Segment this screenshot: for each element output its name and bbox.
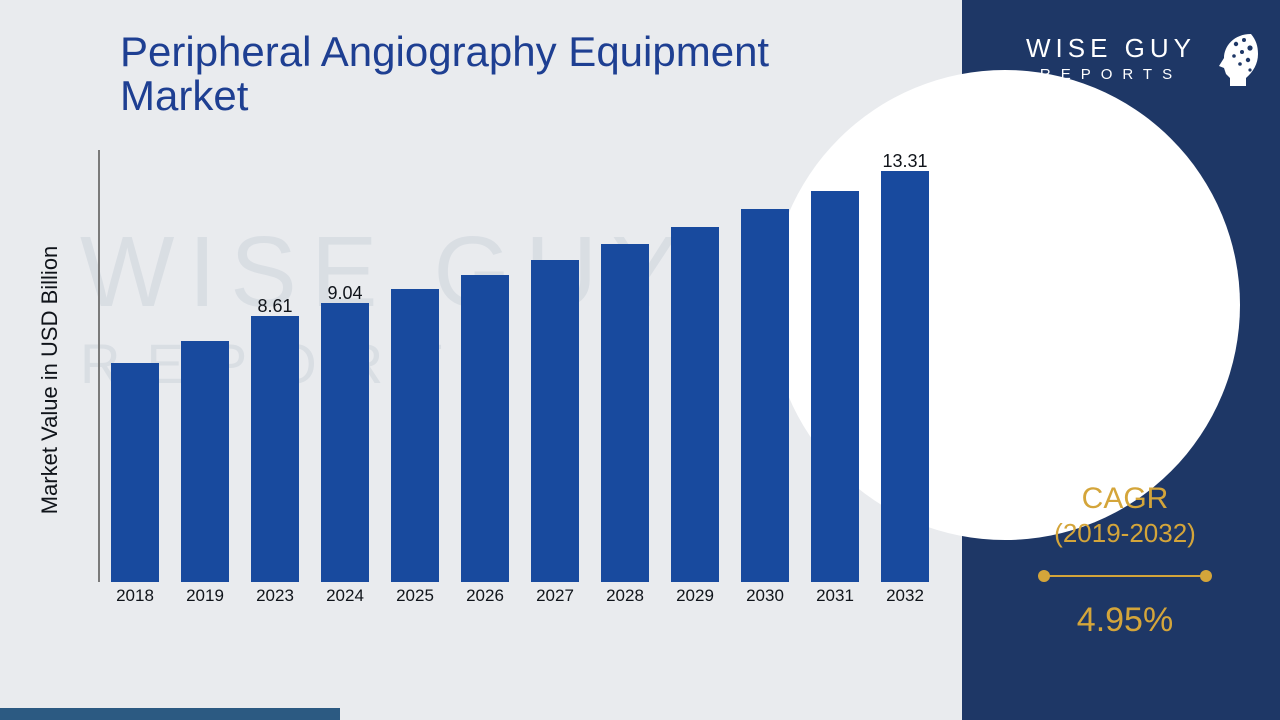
- x-tick-label: 2025: [380, 586, 450, 610]
- bar: [181, 341, 229, 582]
- bar-column: 8.61: [240, 150, 310, 582]
- bar-column: [450, 150, 520, 582]
- plot-area: 8.61 9.04 13.31: [100, 150, 940, 582]
- bar: [531, 260, 579, 582]
- bar-column: [520, 150, 590, 582]
- logo-line-2: REPORTS: [1026, 66, 1196, 83]
- bar-column: [660, 150, 730, 582]
- bar-column: 13.31: [870, 150, 940, 582]
- y-axis-label: Market Value in USD Billion: [37, 246, 63, 515]
- x-axis-labels: 2018201920232024202520262027202820292030…: [100, 586, 940, 610]
- bar: [251, 316, 299, 582]
- bar: [811, 191, 859, 582]
- chart-title: Peripheral Angiography Equipment Market: [120, 30, 840, 118]
- x-tick-label: 2018: [100, 586, 170, 610]
- bar-column: [800, 150, 870, 582]
- logo-head-icon: [1204, 28, 1260, 88]
- bar: [391, 289, 439, 582]
- cagr-panel: CAGR (2019-2032) 4.95%: [1000, 482, 1250, 640]
- bar-column: 9.04: [310, 150, 380, 582]
- bar-column: [590, 150, 660, 582]
- bar-value-label: 9.04: [327, 283, 362, 303]
- x-tick-label: 2019: [170, 586, 240, 610]
- x-tick-label: 2024: [310, 586, 380, 610]
- cagr-value: 4.95%: [1000, 601, 1250, 640]
- cagr-divider: [1040, 569, 1210, 583]
- bar: [671, 227, 719, 582]
- x-tick-label: 2031: [800, 586, 870, 610]
- bar-column: [100, 150, 170, 582]
- x-tick-label: 2026: [450, 586, 520, 610]
- x-tick-label: 2029: [660, 586, 730, 610]
- x-tick-label: 2028: [590, 586, 660, 610]
- cagr-title: CAGR: [1000, 482, 1250, 516]
- bottom-strip: [0, 708, 340, 720]
- brand-logo: WISE GUY REPORTS: [1026, 28, 1260, 88]
- bar: [881, 171, 929, 582]
- bar-value-label: 13.31: [882, 151, 927, 171]
- bar-column: [730, 150, 800, 582]
- x-tick-label: 2027: [520, 586, 590, 610]
- bar: [111, 363, 159, 582]
- bar-chart: Market Value in USD Billion 8.619.0413.3…: [60, 150, 940, 610]
- x-tick-label: 2032: [870, 586, 940, 610]
- cagr-range: (2019-2032): [1000, 518, 1250, 549]
- bar-column: [380, 150, 450, 582]
- logo-line-1: WISE GUY: [1026, 33, 1196, 64]
- bar-column: [170, 150, 240, 582]
- bar: [461, 275, 509, 582]
- bar: [741, 209, 789, 582]
- bar: [601, 244, 649, 583]
- x-tick-label: 2030: [730, 586, 800, 610]
- x-tick-label: 2023: [240, 586, 310, 610]
- bar-value-label: 8.61: [257, 296, 292, 316]
- bar: [321, 303, 369, 582]
